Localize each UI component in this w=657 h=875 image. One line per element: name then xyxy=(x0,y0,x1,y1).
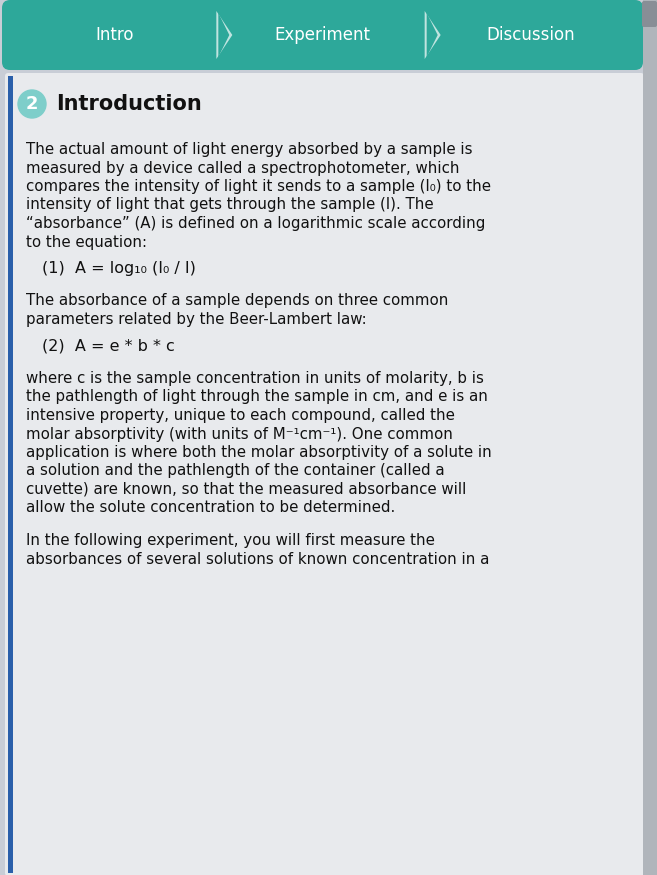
FancyBboxPatch shape xyxy=(642,1,657,27)
Text: the pathlength of light through the sample in cm, and e is an: the pathlength of light through the samp… xyxy=(26,389,488,404)
Bar xyxy=(8,76,13,873)
Polygon shape xyxy=(424,11,441,59)
Text: 2: 2 xyxy=(26,95,38,113)
Text: to the equation:: to the equation: xyxy=(26,234,147,249)
Text: absorbances of several solutions of known concentration in a: absorbances of several solutions of know… xyxy=(26,551,489,566)
Polygon shape xyxy=(426,13,438,57)
Text: Introduction: Introduction xyxy=(56,94,202,114)
Text: parameters related by the Beer-Lambert law:: parameters related by the Beer-Lambert l… xyxy=(26,312,367,327)
Text: The absorbance of a sample depends on three common: The absorbance of a sample depends on th… xyxy=(26,293,448,309)
Text: measured by a device called a spectrophotometer, which: measured by a device called a spectropho… xyxy=(26,160,459,176)
Text: molar absorptivity (with units of M⁻¹cm⁻¹). One common: molar absorptivity (with units of M⁻¹cm⁻… xyxy=(26,426,453,442)
Text: application is where both the molar absorptivity of a solute in: application is where both the molar abso… xyxy=(26,445,491,460)
Text: The actual amount of light energy absorbed by a sample is: The actual amount of light energy absorb… xyxy=(26,142,472,157)
Polygon shape xyxy=(216,11,233,59)
Text: cuvette) are known, so that the measured absorbance will: cuvette) are known, so that the measured… xyxy=(26,482,466,497)
Text: compares the intensity of light it sends to a sample (I₀) to the: compares the intensity of light it sends… xyxy=(26,179,491,194)
Text: Discussion: Discussion xyxy=(487,26,575,44)
Text: (1)  A = log₁₀ (I₀ / I): (1) A = log₁₀ (I₀ / I) xyxy=(42,261,196,276)
Bar xyxy=(643,0,657,875)
Text: intensity of light that gets through the sample (I). The: intensity of light that gets through the… xyxy=(26,198,434,213)
Text: Intro: Intro xyxy=(95,26,133,44)
Polygon shape xyxy=(218,13,229,57)
Text: intensive property, unique to each compound, called the: intensive property, unique to each compo… xyxy=(26,408,455,423)
Circle shape xyxy=(18,90,46,118)
FancyBboxPatch shape xyxy=(10,8,635,62)
Text: a solution and the pathlength of the container (called a: a solution and the pathlength of the con… xyxy=(26,464,445,479)
FancyBboxPatch shape xyxy=(5,73,644,875)
Text: where c is the sample concentration in units of molarity, b is: where c is the sample concentration in u… xyxy=(26,371,484,386)
Text: “absorbance” (A) is defined on a logarithmic scale according: “absorbance” (A) is defined on a logarit… xyxy=(26,216,486,231)
Text: allow the solute concentration to be determined.: allow the solute concentration to be det… xyxy=(26,500,396,515)
Text: Experiment: Experiment xyxy=(275,26,371,44)
Text: In the following experiment, you will first measure the: In the following experiment, you will fi… xyxy=(26,533,435,548)
FancyBboxPatch shape xyxy=(2,0,643,70)
Text: (2)  A = e * b * c: (2) A = e * b * c xyxy=(42,339,175,354)
